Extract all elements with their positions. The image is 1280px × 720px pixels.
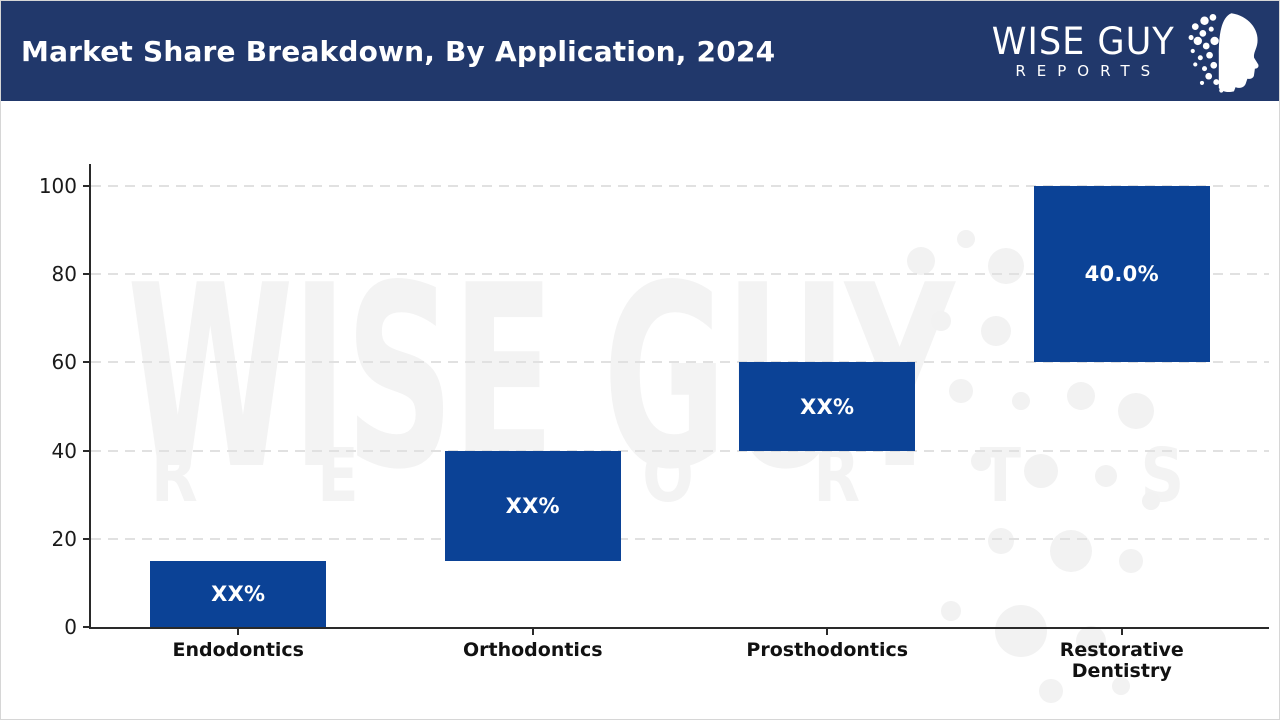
bar-value-label: 40.0% bbox=[1084, 262, 1159, 287]
x-axis-label: Orthodontics bbox=[462, 639, 603, 661]
x-tick-mark bbox=[531, 627, 534, 635]
y-tick-mark bbox=[83, 626, 91, 628]
gridline-60 bbox=[91, 361, 1269, 364]
bar-value-label: XX% bbox=[800, 394, 855, 419]
bar-prosthodontics: XX% bbox=[739, 362, 916, 451]
x-tick-mark bbox=[826, 627, 829, 635]
bar-orthodontics: XX% bbox=[444, 450, 621, 561]
bar-value-label: XX% bbox=[211, 581, 266, 606]
page-title: Market Share Breakdown, By Application, … bbox=[21, 34, 776, 68]
y-tick-label: 40 bbox=[51, 438, 77, 463]
y-tick-label: 100 bbox=[38, 174, 77, 199]
bar-restorative-dentistry: 40.0% bbox=[1033, 186, 1210, 363]
gridline-40 bbox=[91, 449, 1269, 452]
logo-subtext: REPORTS bbox=[1015, 62, 1162, 80]
gridline-80 bbox=[91, 273, 1269, 276]
x-axis-label: Restorative Dentistry bbox=[1059, 639, 1184, 682]
y-tick-mark bbox=[83, 361, 91, 364]
logo-text: WISE GUY REPORTS bbox=[987, 23, 1179, 79]
y-tick-label: 0 bbox=[64, 615, 77, 639]
y-tick-label: 80 bbox=[51, 262, 77, 287]
y-tick-label: 60 bbox=[51, 350, 77, 375]
y-tick-mark bbox=[83, 185, 91, 188]
logo-wordmark: WISE GUY bbox=[991, 20, 1175, 63]
x-axis-label: Prosthodontics bbox=[746, 639, 909, 661]
plot-area: 0 20 40 60 80 100 XX% Endodontics XX% Orthodontic… bbox=[39, 164, 1269, 681]
x-tick-mark bbox=[237, 627, 240, 635]
header: Market Share Breakdown, By Application, … bbox=[1, 1, 1279, 101]
y-tick-label: 20 bbox=[51, 526, 77, 551]
wise-guy-logo: WISE GUY REPORTS bbox=[987, 9, 1265, 93]
y-tick-mark bbox=[83, 449, 91, 452]
bar-endodontics: XX% bbox=[150, 560, 327, 627]
bar-value-label: XX% bbox=[505, 493, 560, 518]
x-tick-mark bbox=[1120, 627, 1123, 635]
y-tick-mark bbox=[83, 273, 91, 276]
chart-area: WISE GUY R E P O R T S 0 20 40 60 80 100 XX% En… bbox=[1, 101, 1279, 719]
y-tick-mark bbox=[83, 537, 91, 540]
wise-guy-face-icon bbox=[1188, 13, 1259, 93]
gridline-20 bbox=[91, 537, 1269, 540]
gridline-100 bbox=[91, 185, 1269, 188]
x-axis-label: Endodontics bbox=[172, 639, 304, 661]
